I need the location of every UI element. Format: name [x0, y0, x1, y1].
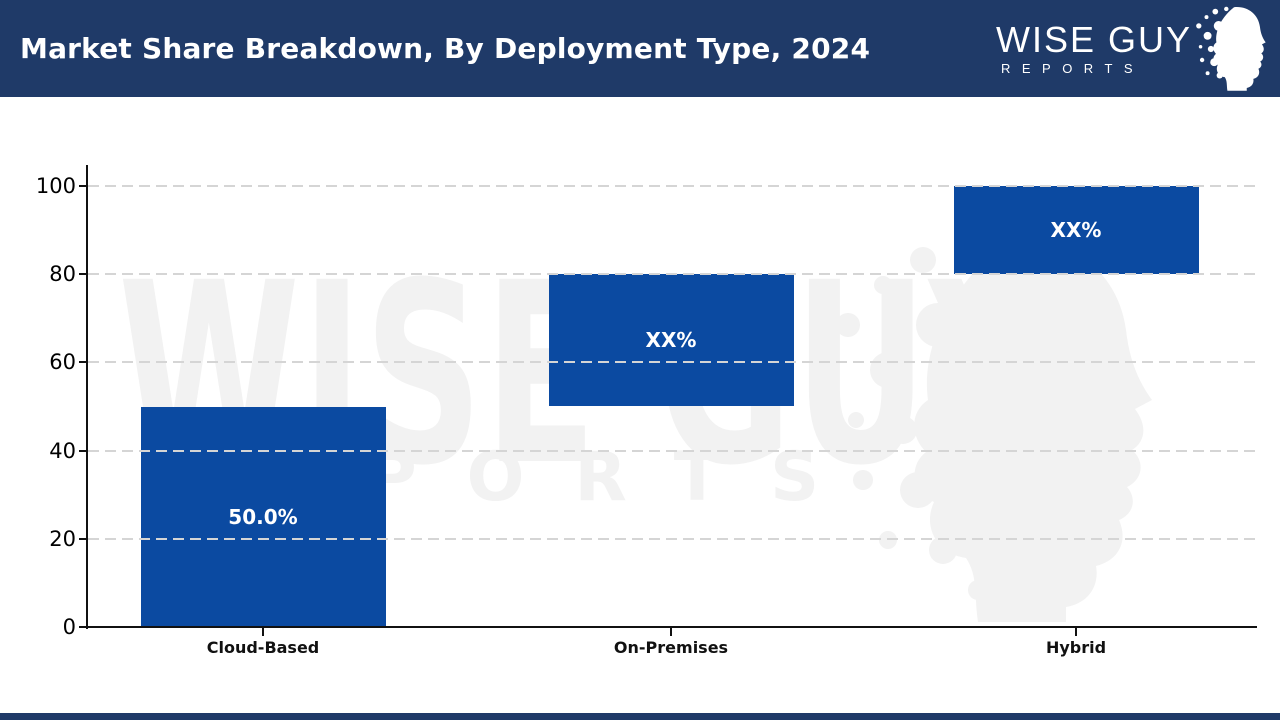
bar-value-label: 50.0% [228, 504, 298, 529]
y-axis-tick-label: 60 [49, 350, 76, 375]
y-axis-tick-mark [79, 185, 87, 187]
y-axis-tick-mark [79, 361, 87, 364]
header-bar: Market Share Breakdown, By Deployment Ty… [0, 0, 1280, 97]
x-axis-tick-mark [262, 628, 264, 636]
bar-segment [140, 406, 386, 627]
logo-wordmark: WISE GUY REPORTS [995, 19, 1192, 76]
y-axis-tick-label: 80 [49, 262, 76, 287]
bar-value-label: XX% [1050, 218, 1102, 243]
y-axis-tick-mark [79, 537, 87, 540]
x-axis-tick-mark [1075, 628, 1077, 636]
y-axis-tick-mark [79, 449, 87, 452]
y-axis-tick-mark [79, 273, 87, 276]
y-axis-tick-mark [79, 626, 87, 628]
x-axis-tick-mark [670, 628, 672, 636]
y-axis-tick-label: 20 [49, 526, 76, 551]
x-axis-category-label: Hybrid [1045, 638, 1107, 657]
y-axis-tick-label: 40 [49, 438, 76, 463]
y-axis-line [86, 165, 88, 629]
y-gridline [88, 449, 1257, 452]
wiseguy-logo: WISE GUY REPORTS [996, 5, 1266, 93]
y-axis-tick-label: 100 [35, 174, 76, 198]
footer-bar [0, 713, 1280, 720]
x-axis-category-label: On-Premises [613, 638, 729, 657]
x-axis-category-label: Cloud-Based [206, 638, 320, 657]
y-gridline [88, 537, 1257, 540]
y-gridline [88, 185, 1257, 187]
logo-wordmark-main: WISE GUY [995, 19, 1192, 60]
bar-value-label: XX% [645, 328, 697, 353]
y-gridline [88, 361, 1257, 364]
x-axis-line [86, 626, 1257, 628]
y-axis-tick-label: 0 [62, 615, 76, 639]
y-gridline [88, 273, 1257, 276]
logo-wordmark-sub: REPORTS [1000, 61, 1145, 76]
logo-head-icon [1196, 6, 1266, 91]
bar-segment [548, 274, 794, 407]
page-title: Market Share Breakdown, By Deployment Ty… [20, 32, 871, 65]
